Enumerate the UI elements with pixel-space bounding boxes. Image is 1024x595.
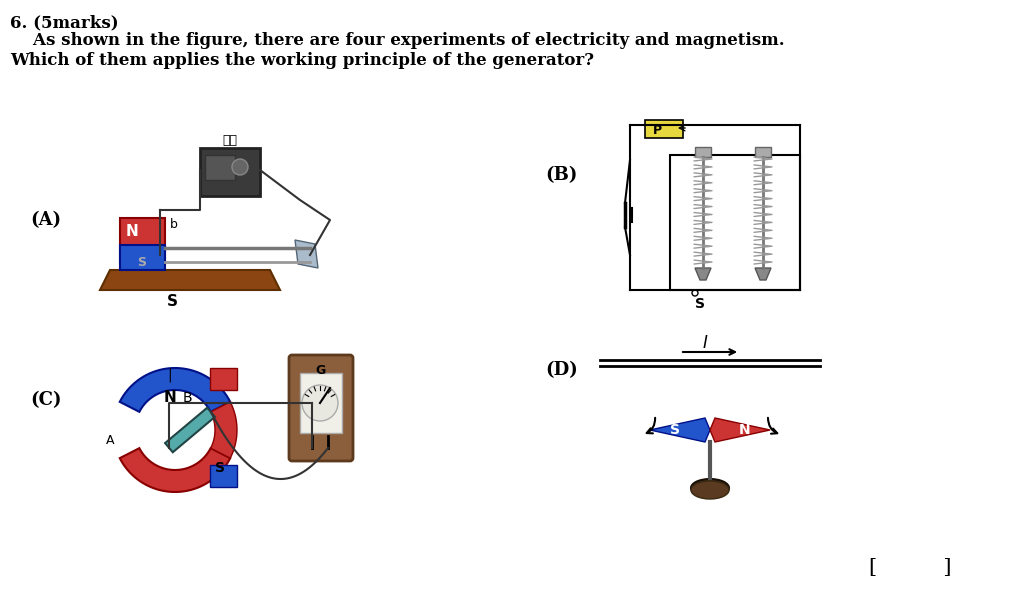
Text: G: G: [314, 364, 326, 377]
Polygon shape: [211, 402, 237, 458]
Polygon shape: [120, 368, 230, 412]
Text: S: S: [215, 461, 225, 475]
Text: [          ]: [ ]: [868, 558, 951, 577]
Text: S: S: [167, 295, 177, 309]
Bar: [210, 465, 237, 487]
Text: b: b: [170, 218, 178, 231]
Polygon shape: [710, 418, 770, 442]
Polygon shape: [100, 270, 280, 290]
Text: A: A: [105, 434, 115, 446]
Text: N: N: [739, 423, 751, 437]
Polygon shape: [120, 448, 230, 492]
FancyBboxPatch shape: [120, 245, 165, 270]
Text: 6. (5marks): 6. (5marks): [10, 14, 119, 31]
Circle shape: [232, 159, 248, 175]
Text: P: P: [653, 124, 663, 136]
Polygon shape: [755, 268, 771, 280]
Circle shape: [692, 290, 698, 296]
Bar: [695, 147, 711, 157]
Text: N: N: [126, 224, 138, 240]
Text: 电源: 电源: [222, 133, 238, 146]
Text: S: S: [137, 255, 146, 268]
Bar: [210, 368, 237, 390]
FancyBboxPatch shape: [120, 218, 165, 263]
FancyBboxPatch shape: [645, 120, 683, 138]
Text: |: |: [168, 368, 172, 382]
Text: B: B: [182, 391, 191, 405]
Text: (D): (D): [545, 361, 578, 379]
Text: $I$: $I$: [701, 334, 709, 352]
FancyBboxPatch shape: [205, 155, 234, 180]
Bar: [755, 147, 771, 157]
Text: Which of them applies the working principle of the generator?: Which of them applies the working princi…: [10, 52, 594, 69]
Bar: [670, 155, 800, 290]
FancyBboxPatch shape: [200, 148, 260, 196]
Text: (C): (C): [30, 391, 61, 409]
Polygon shape: [295, 240, 318, 268]
Text: S: S: [695, 297, 705, 311]
Ellipse shape: [691, 481, 729, 499]
Circle shape: [302, 385, 338, 421]
FancyBboxPatch shape: [300, 373, 342, 433]
Text: S: S: [670, 423, 680, 437]
Text: As shown in the figure, there are four experiments of electricity and magnetism.: As shown in the figure, there are four e…: [10, 32, 784, 49]
Text: (A): (A): [30, 211, 61, 229]
FancyBboxPatch shape: [289, 355, 353, 461]
Polygon shape: [650, 418, 710, 442]
Text: N: N: [164, 390, 176, 406]
Polygon shape: [695, 268, 711, 280]
Ellipse shape: [691, 479, 729, 497]
Text: (B): (B): [545, 166, 578, 184]
Polygon shape: [165, 408, 215, 452]
